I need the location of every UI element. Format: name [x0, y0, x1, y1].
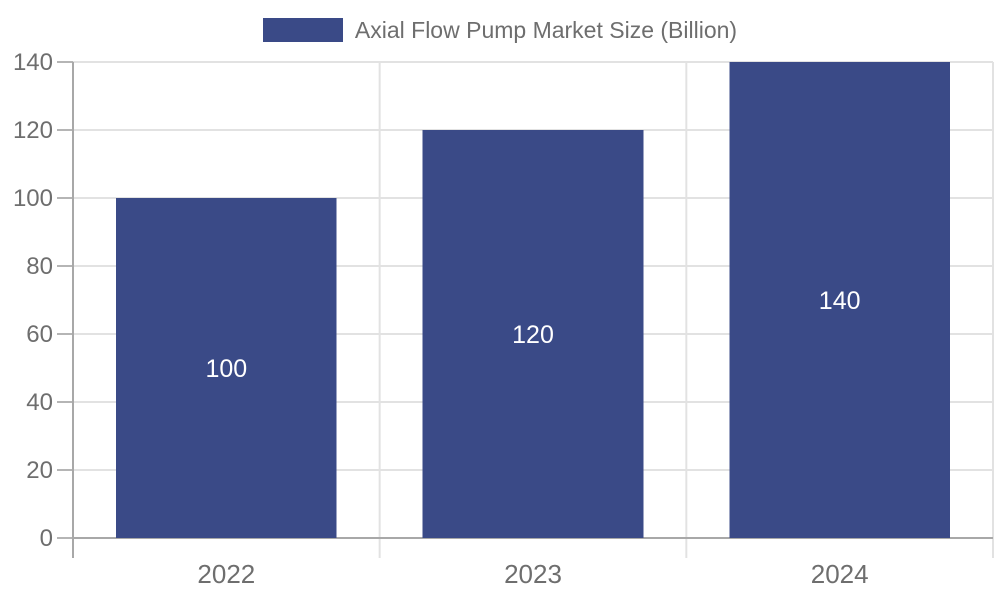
bar-value-label: 120 — [512, 321, 554, 349]
y-tick-label: 120 — [13, 117, 53, 144]
y-tick-label: 60 — [26, 321, 53, 348]
y-tick-label: 0 — [40, 525, 53, 552]
bar-2024[interactable] — [729, 62, 951, 538]
legend[interactable]: Axial Flow Pump Market Size (Billion) — [0, 16, 1000, 44]
legend-swatch[interactable] — [262, 18, 343, 42]
y-tick-label: 20 — [26, 457, 53, 484]
x-tick-label: 2022 — [197, 559, 255, 589]
bar-value-label: 140 — [819, 287, 861, 315]
y-tick-label: 80 — [26, 253, 53, 280]
y-tick-label: 40 — [26, 389, 53, 416]
x-tick-label: 2024 — [811, 559, 869, 589]
y-tick-label: 100 — [13, 185, 53, 212]
bar-2022[interactable] — [115, 198, 337, 538]
x-tick-label: 2023 — [504, 559, 562, 589]
legend-label: Axial Flow Pump Market Size (Billion) — [354, 17, 738, 43]
bar-2023[interactable] — [422, 130, 644, 538]
y-tick-label: 140 — [13, 49, 53, 76]
bar-value-label: 100 — [205, 355, 247, 383]
